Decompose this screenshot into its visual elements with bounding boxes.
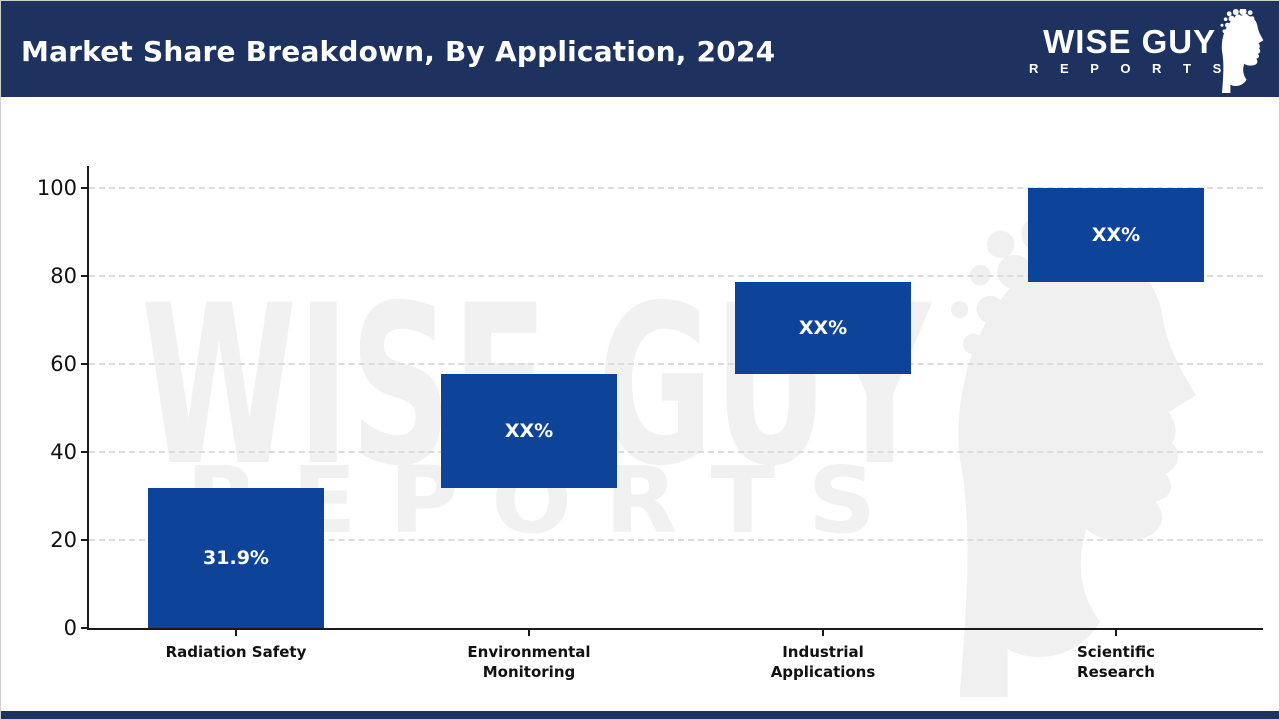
y-tick-label: 20 [50, 528, 77, 552]
brand-sub: R E P O R T S [1029, 61, 1231, 76]
bar-segment: 31.9% [148, 488, 324, 628]
bar-value-label: XX% [798, 317, 848, 339]
brand-name: WISE GUY [1043, 23, 1217, 60]
brand-text: WISE GUY R E P O R T S [1029, 23, 1231, 77]
y-tick-label: 0 [63, 616, 77, 640]
bar-value-label: XX% [1091, 224, 1141, 246]
category-label: Radiation Safety [165, 643, 307, 661]
footer-bar [1, 711, 1279, 719]
bar-value-label: 31.9% [203, 547, 269, 569]
x-tick-mark [822, 630, 824, 636]
y-gridline [89, 187, 1263, 189]
brand-logo: WISE GUY R E P O R T S [1011, 7, 1267, 93]
bar-segment: XX% [1028, 188, 1204, 282]
x-axis-line [87, 628, 1263, 630]
header: Market Share Breakdown, By Application, … [1, 1, 1279, 97]
y-gridline [89, 363, 1263, 365]
y-axis-line [87, 166, 89, 630]
y-tick-label: 60 [50, 352, 77, 376]
y-tick-label: 80 [50, 264, 77, 288]
y-tick-mark [81, 451, 89, 453]
x-tick-mark [235, 630, 237, 636]
y-tick-mark [81, 187, 89, 189]
y-gridline [89, 539, 1263, 541]
y-tick-label: 100 [36, 176, 77, 200]
y-tick-mark [81, 275, 89, 277]
y-gridline [89, 451, 1263, 453]
y-gridline [89, 275, 1263, 277]
y-tick-label: 40 [50, 440, 77, 464]
x-tick-mark [1115, 630, 1117, 636]
category-label: Industrial Applications [770, 643, 876, 681]
x-tick-mark [528, 630, 530, 636]
category-label: Environmental Monitoring [467, 643, 591, 681]
bar-segment: XX% [735, 282, 911, 374]
chart-title: Market Share Breakdown, By Application, … [21, 35, 776, 68]
y-tick-mark [81, 539, 89, 541]
chart-area: WISE GUY R E P O R T S 0 20 40 60 80 100 31.9%… [1, 97, 1279, 713]
y-tick-mark [81, 363, 89, 365]
y-tick-mark [81, 627, 89, 629]
bar-segment: XX% [441, 374, 617, 488]
bar-value-label: XX% [504, 420, 554, 442]
category-label: Scientific Research [1076, 643, 1155, 681]
brand-face-icon [1220, 9, 1264, 93]
